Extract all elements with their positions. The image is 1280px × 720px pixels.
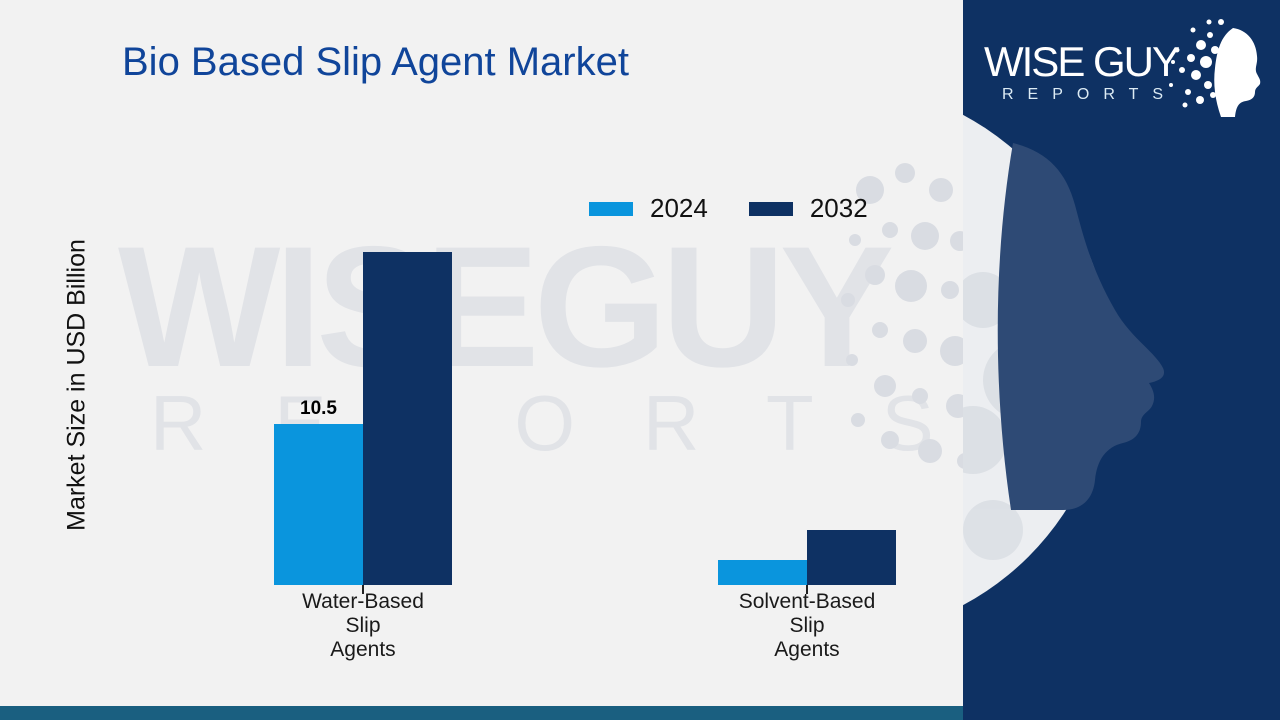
bar-2024-solvent-based (718, 560, 807, 585)
brand-panel-art (963, 19, 1261, 606)
brand-side-panel (963, 0, 1280, 720)
bar-value-label: 10.5 (300, 398, 337, 419)
category-label: Water-Based Slip Agents (302, 590, 424, 661)
bar-wrap (363, 252, 452, 585)
x-axis-tick (806, 585, 808, 594)
legend-swatch-2024 (589, 201, 633, 216)
bar-2024-water-based (274, 424, 363, 585)
bar-wrap (807, 530, 896, 585)
legend-label-2032: 2032 (809, 193, 868, 223)
category-label: Solvent-Based Slip Agents (738, 590, 876, 661)
bar-group-solvent-based (718, 530, 896, 585)
legend-label-2024: 2024 (650, 193, 708, 223)
legend-item-2024: 2024 (589, 193, 708, 224)
face-profile-silhouette (997, 143, 1165, 510)
bar-wrap: 10.5 (274, 398, 363, 585)
x-axis-tick (362, 585, 364, 594)
logo-wordmark: WISE GUY (984, 38, 1180, 85)
bar-wrap (718, 560, 807, 585)
legend-item-2032: 2032 (748, 193, 868, 224)
chart-legend: 2024 2032 (589, 193, 868, 224)
bar-group-water-based: 10.5 (274, 252, 452, 585)
y-axis-label: Market Size in USD Billion (62, 239, 91, 531)
bar-2032-water-based (363, 252, 452, 585)
legend-swatch-2032 (748, 201, 793, 216)
logo-head-icon (1214, 28, 1261, 117)
bar-2032-solvent-based (807, 530, 896, 585)
bottom-accent-bar (0, 706, 963, 720)
logo-subtitle: REPORTS (1002, 86, 1178, 103)
page-title: Bio Based Slip Agent Market (122, 40, 629, 84)
